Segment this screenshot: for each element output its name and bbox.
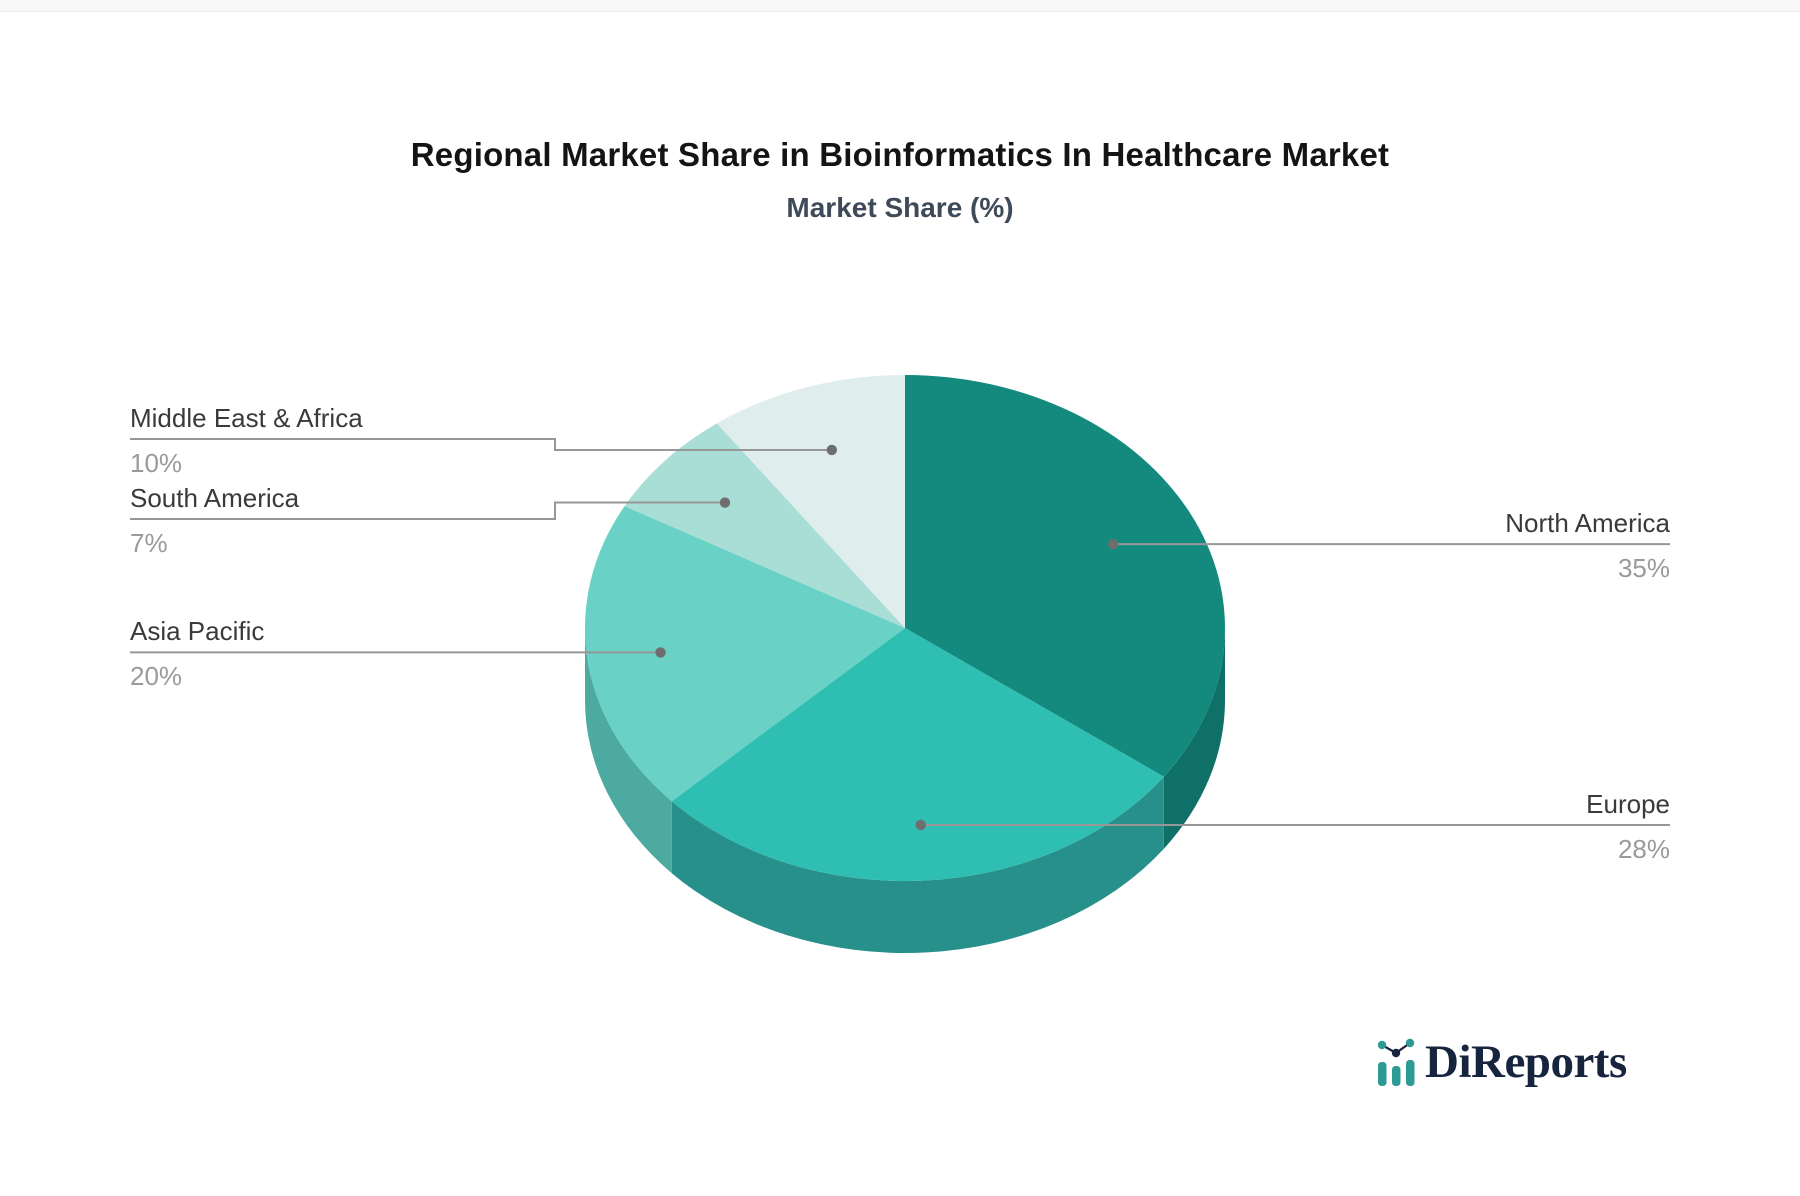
- slice-percent: 28%: [1617, 833, 1670, 864]
- leader-dot: [1107, 538, 1119, 550]
- slice-percent: 35%: [1617, 553, 1670, 584]
- leader-line: [130, 501, 725, 520]
- callout-europe: Europe 28%: [1210, 788, 1670, 865]
- direports-logo: DiReports: [1376, 1036, 1627, 1088]
- callout-asia-pacific: Asia Pacific 20%: [130, 615, 590, 692]
- slice-label: South America: [130, 483, 300, 513]
- pie-slice-south-america[interactable]: [624, 423, 905, 628]
- top-strip: [0, 0, 1800, 12]
- pie-slice-side-north-america: [1163, 628, 1225, 849]
- slice-percent: 20%: [130, 661, 183, 692]
- pie-slice-side-europe: [671, 776, 1164, 954]
- pie-slice-middle-east-africa[interactable]: [716, 375, 905, 628]
- slice-label: Asia Pacific: [130, 616, 265, 647]
- slice-label: Europe: [1586, 788, 1670, 819]
- slice-percent: 7%: [130, 528, 168, 558]
- pie-slice-asia-pacific[interactable]: [585, 506, 905, 802]
- chart-title: Regional Market Share in Bioinformatics …: [410, 136, 1390, 173]
- slice-percent: 10%: [130, 448, 183, 478]
- chart-subtitle: Market Share (%): [786, 192, 1014, 223]
- slice-label: Middle East & Africa: [130, 403, 363, 433]
- slice-label: North America: [1505, 508, 1670, 539]
- leader-dot: [915, 819, 926, 831]
- pie-slice-europe[interactable]: [671, 628, 1164, 882]
- callout-middle-east-africa: Middle East & Africa 10%: [130, 402, 590, 479]
- bar-chart-trend-icon: [1377, 1038, 1415, 1086]
- leader-line: [130, 438, 832, 451]
- callout-north-america: North America 35%: [1210, 507, 1670, 584]
- pie-slice-side-asia-pacific: [585, 628, 672, 874]
- pie-slice-north-america[interactable]: [905, 375, 1226, 777]
- leader-dot: [719, 497, 731, 508]
- leader-dot: [655, 647, 666, 658]
- leader-dot: [826, 444, 838, 456]
- callout-south-america: South America 7%: [130, 482, 590, 559]
- logo-wordmark: DiReports: [1425, 1036, 1627, 1088]
